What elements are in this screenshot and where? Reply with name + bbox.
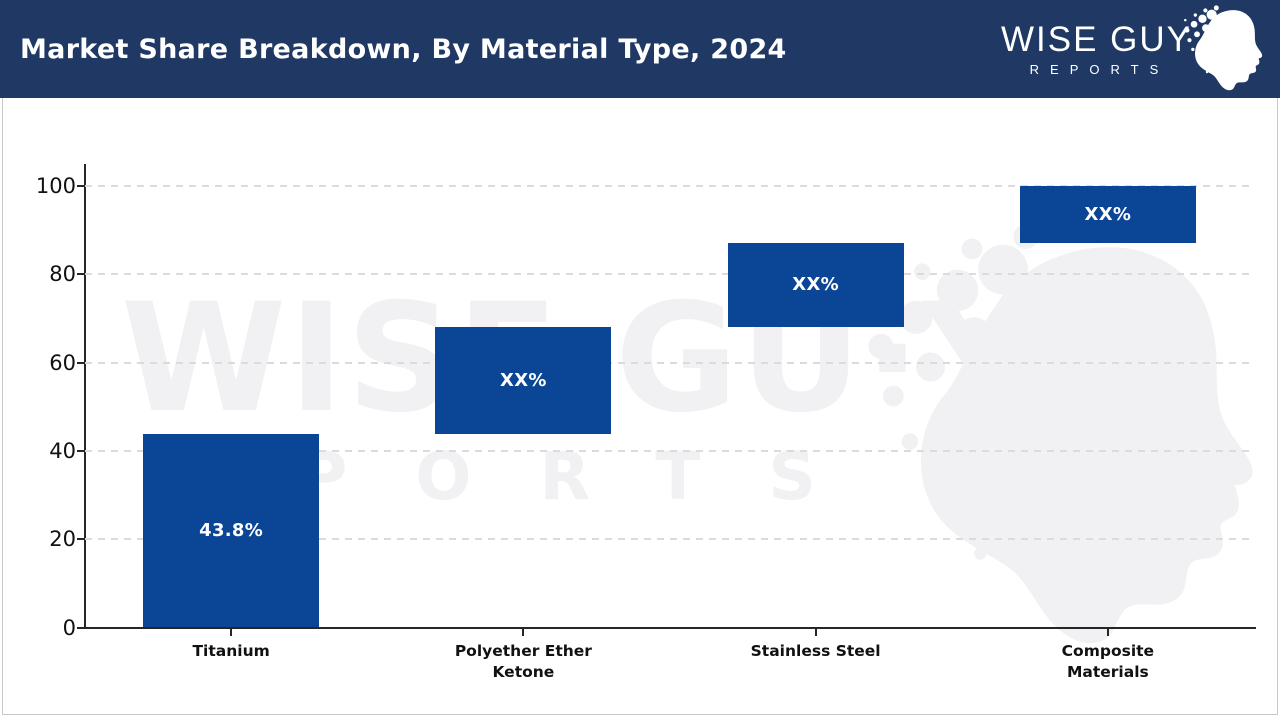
y-tick-label: 40	[49, 438, 76, 463]
logo-brand-name: WISE GUY	[1000, 19, 1192, 59]
x-axis-category-label: Composite Materials	[1061, 642, 1155, 681]
y-tick	[77, 361, 85, 364]
header-bar: Market Share Breakdown, By Material Type…	[0, 0, 1280, 98]
y-tick-label: 100	[35, 174, 76, 199]
y-tick-label: 0	[62, 615, 76, 640]
gridline	[85, 185, 1254, 188]
bar-segment: 43.8%	[143, 434, 320, 628]
bar-segment: XX%	[435, 327, 612, 435]
gridline	[85, 361, 1254, 364]
y-tick-label: 60	[49, 350, 76, 375]
y-tick	[77, 626, 85, 629]
y-tick-label: 80	[49, 262, 76, 287]
x-axis-category-label: Polyether Ether Ketone	[454, 642, 592, 681]
bar-segment: XX%	[1019, 186, 1196, 243]
logo-text: WISE GUY REPORTS	[1001, 22, 1192, 77]
x-axis-category-label: Stainless Steel	[750, 642, 881, 660]
watermark-text-secondary: PORTS	[299, 438, 884, 515]
y-tick	[77, 185, 85, 188]
gridline	[85, 449, 1254, 452]
bar-value-label: 43.8%	[199, 520, 264, 542]
y-tick-label: 20	[49, 527, 76, 552]
gridline	[85, 538, 1254, 541]
x-axis-category-label: Titanium	[192, 642, 270, 660]
bar-value-label: XX%	[792, 274, 839, 296]
y-tick	[77, 538, 85, 541]
x-tick	[814, 629, 817, 636]
y-axis-line	[84, 164, 86, 629]
bar-value-label: XX%	[1084, 203, 1132, 225]
y-tick	[77, 273, 85, 276]
bar-value-label: XX%	[500, 370, 547, 392]
dotted-head-icon	[1176, 5, 1270, 93]
y-tick	[77, 449, 85, 452]
wise-guy-reports-logo: WISE GUY REPORTS	[1001, 5, 1270, 93]
x-axis-line	[84, 627, 1256, 629]
gridline	[85, 273, 1254, 276]
page-title: Market Share Breakdown, By Material Type…	[20, 33, 787, 65]
x-tick	[522, 629, 525, 636]
x-tick	[230, 629, 233, 636]
x-tick	[1106, 629, 1109, 636]
logo-brand-subtext: REPORTS	[1029, 61, 1170, 77]
bar-segment: XX%	[727, 242, 904, 328]
